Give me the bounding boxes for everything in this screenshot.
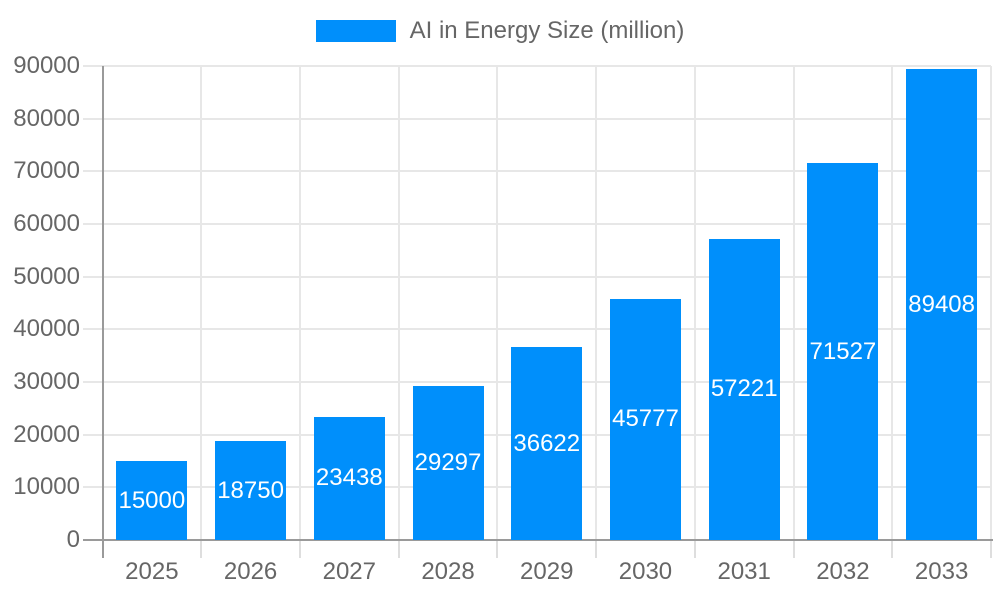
bar-2025[interactable]: 15000 (116, 461, 188, 540)
bar-2031[interactable]: 57221 (708, 238, 780, 540)
bar-2027[interactable]: 23438 (313, 416, 385, 540)
x-axis-category-label: 2029 (520, 558, 574, 585)
x-axis-category-label: 2030 (618, 558, 673, 585)
y-axis-tick-label: 70000 (13, 157, 80, 185)
bar-2032[interactable]: 71527 (807, 163, 879, 540)
bar-2031-text: 57221 (710, 375, 778, 403)
y-axis-tick-label: 30000 (13, 368, 80, 395)
x-axis-category-label: 2027 (322, 558, 376, 585)
y-gridline (83, 65, 991, 67)
bar-2033-text: 89408 (908, 290, 975, 318)
x-axis-tick (990, 540, 992, 558)
y-axis-tick-label: 50000 (13, 262, 80, 290)
bar-2028-text: 29297 (414, 448, 482, 476)
x-axis-category-label: 2033 (914, 558, 969, 585)
y-axis-tick-label: 0 (66, 526, 80, 553)
x-gridline (397, 66, 400, 540)
legend-label: AI in Energy Size (million) (409, 17, 685, 44)
y-axis-tick-label: 20000 (13, 420, 80, 448)
bar-2025-text: 15000 (118, 486, 186, 514)
x-axis-tick (200, 540, 203, 558)
y-gridline (83, 117, 991, 120)
x-axis-tick (298, 540, 301, 558)
bar-2029-text: 36622 (513, 429, 581, 457)
x-gridline (891, 66, 894, 540)
bar-2028[interactable]: 29297 (412, 385, 484, 540)
x-axis-tick (792, 540, 795, 558)
y-gridline (83, 328, 991, 331)
y-axis-tick-label: 40000 (13, 315, 80, 343)
x-axis-tick (891, 540, 894, 558)
y-gridline (83, 170, 991, 173)
x-axis-tick (496, 540, 499, 558)
x-gridline (693, 66, 696, 540)
x-gridline (496, 66, 499, 540)
x-axis-category-label: 2031 (717, 558, 771, 585)
y-axis-line (101, 66, 104, 558)
chart-legend[interactable]: AI in Energy Size (million) (0, 17, 1000, 44)
bar-2032-text: 71527 (809, 337, 877, 365)
x-gridline (792, 66, 795, 540)
y-gridline (83, 223, 991, 225)
y-axis-tick-label: 90000 (13, 52, 80, 79)
x-axis-category-label: 2032 (816, 558, 870, 585)
x-gridline (990, 66, 992, 540)
x-gridline (595, 66, 598, 540)
y-axis-tick-label: 60000 (13, 210, 80, 237)
y-gridline (83, 275, 991, 278)
bar-2030[interactable]: 45777 (609, 298, 681, 540)
x-axis-tick (595, 540, 598, 558)
y-axis-tick-label: 10000 (13, 473, 80, 501)
bar-2030-text: 45777 (612, 405, 679, 433)
bar-2026-text: 18750 (217, 476, 284, 504)
legend-swatch (315, 20, 396, 42)
x-axis-category-label: 2025 (125, 558, 179, 585)
x-axis-line (83, 539, 993, 541)
bar-2026[interactable]: 18750 (215, 441, 287, 540)
x-axis-category-label: 2028 (421, 558, 475, 585)
bar-2027-text: 23438 (315, 464, 383, 492)
x-gridline (298, 66, 301, 540)
y-axis-tick-label: 80000 (13, 104, 80, 132)
x-axis-tick (397, 540, 400, 558)
x-gridline (200, 66, 203, 540)
bar-2033[interactable]: 89408 (906, 69, 978, 540)
bar-2029[interactable]: 36622 (511, 347, 583, 540)
x-axis-tick (693, 540, 696, 558)
x-axis-category-label: 2026 (223, 558, 278, 585)
